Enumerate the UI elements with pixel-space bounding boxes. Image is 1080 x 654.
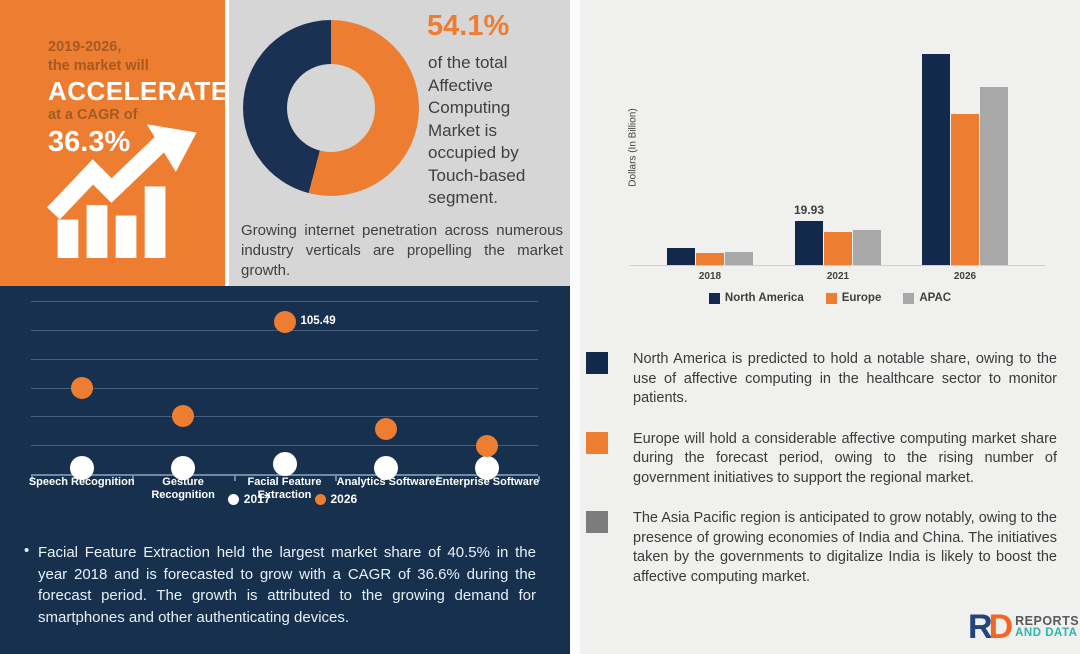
region-bullet-text-2: The Asia Pacific region is anticipated t… <box>633 510 1057 585</box>
bar-2026-europe <box>951 114 979 265</box>
promo-line2: the market will <box>48 58 149 74</box>
apac-swatch <box>903 292 915 304</box>
bar-legend-label: Europe <box>841 292 882 304</box>
region-bullet-2: The Asia Pacific region is anticipated t… <box>586 509 1060 587</box>
dot-legend-label-2026: 2026 <box>330 492 358 506</box>
bar-2018-europe <box>696 253 724 265</box>
promo-period: 2019-2026, <box>48 39 122 55</box>
category-label-gesture-recognition: Gesture Recognition <box>151 476 215 501</box>
dot-plot-max-value-label: 105.49 <box>300 314 336 327</box>
dot-plot-gridline <box>31 445 538 447</box>
regional-panel: Dollars (In Billion) 2018 2021 2026 19.93 N… <box>580 0 1080 654</box>
logo-mark-icon: RD <box>968 608 1013 646</box>
category-label-analytics-software: Analytics Software <box>336 476 436 488</box>
cagr-promo-panel: 2019-2026, the market will ACCELERATE at… <box>0 0 228 286</box>
bar-chart-y-axis-label: Dollars (In Billion) <box>627 108 639 187</box>
bar-legend-item-apac: APAC <box>903 292 951 304</box>
bar-data-label: 19.93 <box>794 202 825 217</box>
technology-dot-plot-panel: 105.49 Speech Recognition Gesture Recognit… <box>0 286 570 654</box>
2017-dot-swatch <box>227 493 239 505</box>
regional-bar-chart: Dollars (In Billion) 2018 2021 2026 19.93 <box>580 0 1080 290</box>
dot-2017-speech-recognition <box>69 456 94 481</box>
dot-plot-axis-tick <box>132 476 135 481</box>
cagr-promo-text: 2019-2026, the market will ACCELERATE at… <box>48 38 229 159</box>
dot-2017-analytics-software <box>373 456 398 481</box>
panel-divider <box>570 0 580 654</box>
dot-2017-enterprise-software <box>475 456 500 481</box>
promo-line3: at a CAGR of <box>48 107 138 123</box>
touch-share-description: of the total Affective Computing Market … <box>428 53 526 207</box>
facial-feature-bullet-text: Facial Feature Extraction held the large… <box>38 544 536 626</box>
region-bullet-marker-2 <box>586 511 608 533</box>
bar-2026-apac <box>980 87 1008 265</box>
promo-accelerate: ACCELERATE <box>48 76 229 106</box>
bar-2021-europe <box>824 232 852 265</box>
growth-chart-arrow-icon <box>47 124 197 258</box>
bar-legend-label: North America <box>724 292 804 304</box>
dot-plot-axis-tick <box>335 476 338 481</box>
logo-line-reports: REPORTS <box>1015 614 1080 628</box>
region-bullet-text-0: North America is predicted to hold a not… <box>633 351 1057 406</box>
dot-plot-axis-tick <box>31 476 33 481</box>
dot-2017-facial-feature-extraction <box>272 451 297 476</box>
category-label-speech-recognition: Speech Recognition <box>28 476 135 488</box>
bar-2018-apac <box>725 251 753 265</box>
logo-line-and-data: AND DATA <box>1015 627 1078 639</box>
dot-plot-gridline <box>31 416 538 418</box>
bar-2026-north-america <box>922 54 950 265</box>
bar-2021-apac <box>853 229 881 265</box>
north-america-swatch <box>708 292 720 304</box>
dot-2026-facial-feature-extraction <box>273 310 296 333</box>
logo-wordmark: REPORTS AND DATA <box>1015 615 1079 639</box>
bar-legend-item-north-america: North America <box>708 292 804 304</box>
dot-plot-gridline <box>31 387 538 389</box>
region-bullet-marker-0 <box>586 352 608 374</box>
facial-feature-bullet: • Facial Feature Extraction held the lar… <box>24 542 538 628</box>
dot-plot-axis-tick <box>436 476 439 481</box>
bar-2018-north-america <box>667 247 695 265</box>
europe-swatch <box>825 292 837 304</box>
touch-segment-panel: 54.1% of the total Affective Computing M… <box>229 0 570 286</box>
internet-penetration-note: Growing internet penetration across nume… <box>241 222 563 279</box>
bar-2021-north-america <box>795 220 823 265</box>
donut-hole <box>287 64 375 152</box>
dot-plot-legend: 2017 2026 <box>195 492 390 506</box>
dot-plot-gridline <box>31 358 538 360</box>
dot-2026-enterprise-software <box>476 434 499 457</box>
dot-legend-item-2026: 2026 <box>314 492 358 506</box>
2026-dot-swatch <box>314 493 326 505</box>
reports-and-data-logo: RD REPORTS AND DATA <box>968 608 1079 646</box>
promo-cagr-value: 36.3% <box>48 126 131 158</box>
bar-chart-x-axis <box>630 265 1045 266</box>
region-bullet-1: Europe will hold a considerable affectiv… <box>586 430 1060 489</box>
bullet-marker: • <box>24 542 30 559</box>
bar-x-tick-2026: 2026 <box>953 271 977 282</box>
bar-chart-legend: North America Europe APAC <box>650 292 1010 304</box>
region-bullet-text-1: Europe will hold a considerable affectiv… <box>633 430 1057 486</box>
dot-legend-item-2017: 2017 <box>227 492 271 506</box>
technology-dot-plot: 105.49 Speech Recognition Gesture Recognit… <box>0 286 570 542</box>
dot-2026-analytics-software <box>374 418 397 441</box>
category-label-enterprise-software: Enterprise Software <box>435 476 540 488</box>
dot-2026-speech-recognition <box>70 376 93 399</box>
bar-x-tick-2018: 2018 <box>698 271 722 282</box>
category-label-facial-feature-extraction: Facial Feature Extraction <box>247 476 322 501</box>
dot-2026-gesture-recognition <box>172 404 195 427</box>
dot-legend-label-2017: 2017 <box>243 492 271 506</box>
dot-plot-axis-tick <box>233 476 236 481</box>
region-bullet-list: North America is predicted to hold a not… <box>586 350 1060 608</box>
bar-legend-label: APAC <box>919 292 952 304</box>
bar-legend-item-europe: Europe <box>825 292 882 304</box>
region-bullet-0: North America is predicted to hold a not… <box>586 350 1060 409</box>
dot-plot-axis-tick <box>538 476 540 481</box>
region-bullet-marker-1 <box>586 431 608 454</box>
bar-x-tick-2021: 2021 <box>826 271 850 282</box>
dot-plot-gridline <box>31 301 538 302</box>
touch-share-percentage: 54.1% <box>427 10 510 42</box>
dot-2017-gesture-recognition <box>171 456 196 481</box>
